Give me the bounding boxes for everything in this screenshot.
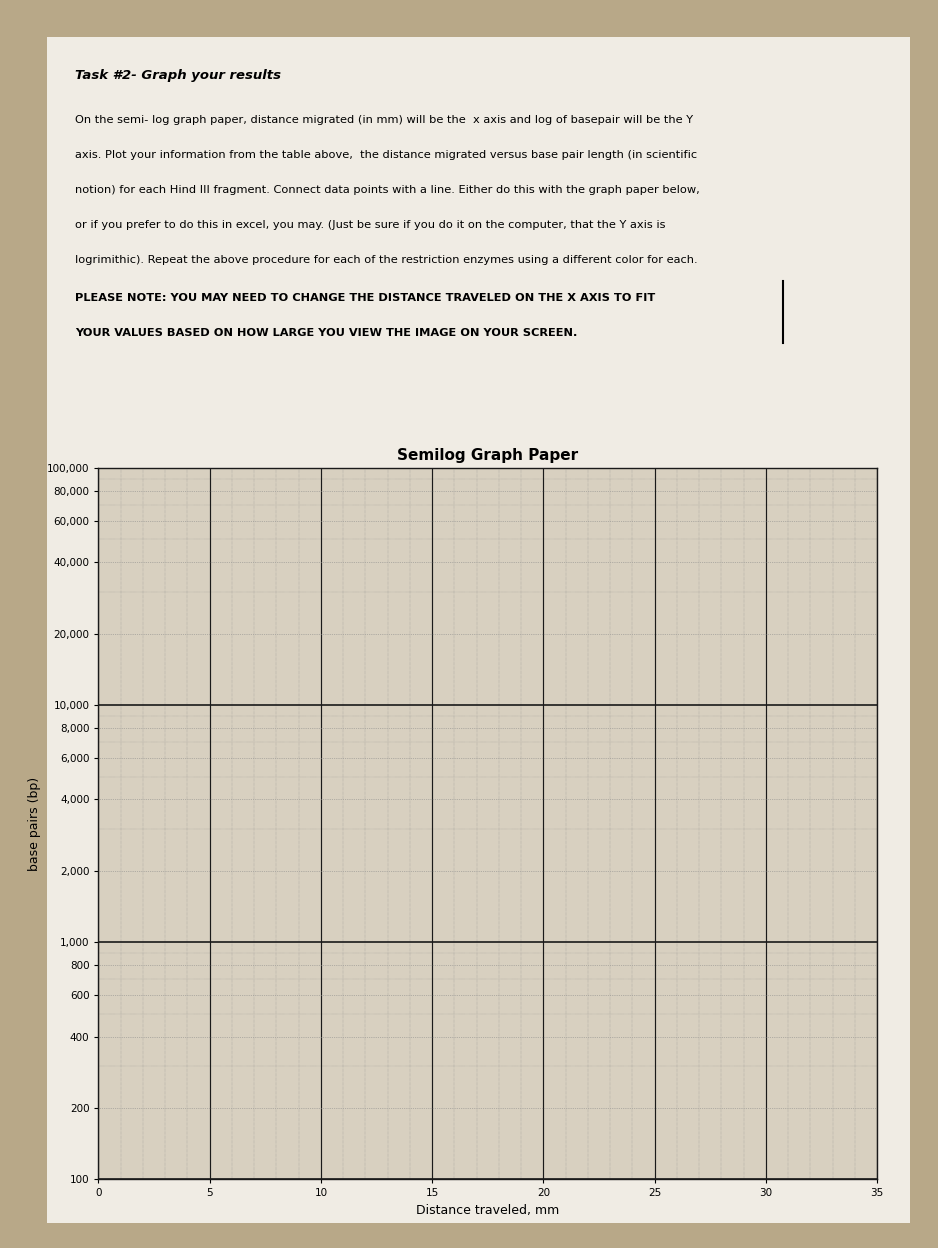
X-axis label: Distance traveled, mm: Distance traveled, mm — [416, 1204, 559, 1217]
Text: On the semi- log graph paper, distance migrated (in mm) will be the  x axis and : On the semi- log graph paper, distance m… — [75, 115, 693, 125]
Text: logrimithic). Repeat the above procedure for each of the restriction enzymes usi: logrimithic). Repeat the above procedure… — [75, 255, 698, 265]
Text: axis. Plot your information from the table above,  the distance migrated versus : axis. Plot your information from the tab… — [75, 150, 697, 160]
Text: PLEASE NOTE: YOU MAY NEED TO CHANGE THE DISTANCE TRAVELED ON THE X AXIS TO FIT: PLEASE NOTE: YOU MAY NEED TO CHANGE THE … — [75, 293, 656, 303]
Text: or if you prefer to do this in excel, you may. (Just be sure if you do it on the: or if you prefer to do this in excel, yo… — [75, 220, 666, 230]
Text: Task #2- Graph your results: Task #2- Graph your results — [75, 69, 281, 81]
Title: Semilog Graph Paper: Semilog Graph Paper — [397, 448, 579, 463]
Text: YOUR VALUES BASED ON HOW LARGE YOU VIEW THE IMAGE ON YOUR SCREEN.: YOUR VALUES BASED ON HOW LARGE YOU VIEW … — [75, 328, 578, 338]
Y-axis label: base pairs (bp): base pairs (bp) — [28, 776, 41, 871]
Text: notion) for each Hind III fragment. Connect data points with a line. Either do t: notion) for each Hind III fragment. Conn… — [75, 185, 700, 195]
